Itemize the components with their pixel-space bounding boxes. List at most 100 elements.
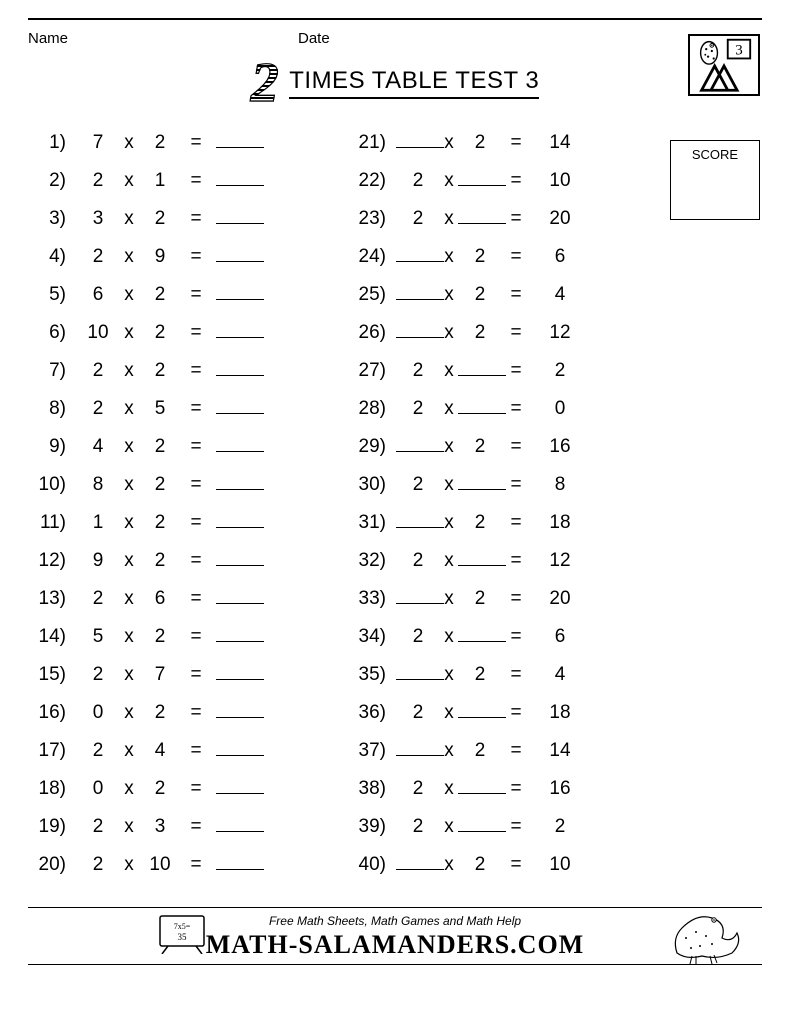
blank[interactable] [458, 395, 506, 414]
multiply-symbol: x [440, 626, 458, 648]
blank[interactable] [216, 319, 264, 338]
blank[interactable] [216, 167, 264, 186]
blank[interactable] [396, 129, 444, 148]
blank[interactable] [216, 661, 264, 680]
blank[interactable] [396, 737, 444, 756]
multiply-symbol: x [440, 322, 458, 344]
blank[interactable] [458, 471, 506, 490]
equals-symbol: = [182, 132, 210, 154]
result [210, 737, 270, 762]
blank[interactable] [216, 547, 264, 566]
blank[interactable] [396, 319, 444, 338]
problem-row: 20)2x10= [36, 851, 316, 889]
blank[interactable] [396, 281, 444, 300]
operand-b [458, 547, 502, 572]
problem-number: 35) [356, 664, 396, 686]
problem-row: 27)2x=2 [356, 357, 636, 395]
multiply-symbol: x [440, 854, 458, 876]
multiply-symbol: x [440, 740, 458, 762]
blank[interactable] [216, 623, 264, 642]
result [210, 547, 270, 572]
blank[interactable] [216, 699, 264, 718]
operand-b [458, 699, 502, 724]
blank[interactable] [458, 775, 506, 794]
operand-a: 2 [76, 740, 120, 762]
blank[interactable] [396, 243, 444, 262]
multiply-symbol: x [120, 208, 138, 230]
equals-symbol: = [502, 170, 530, 192]
blank[interactable] [396, 433, 444, 452]
blank[interactable] [216, 509, 264, 528]
multiply-symbol: x [120, 778, 138, 800]
problem-number: 20) [36, 854, 76, 876]
operand-a: 6 [76, 284, 120, 306]
equals-symbol: = [182, 208, 210, 230]
multiply-symbol: x [440, 246, 458, 268]
equals-symbol: = [502, 474, 530, 496]
operand-b: 10 [138, 854, 182, 876]
operand-a: 2 [396, 702, 440, 724]
blank[interactable] [216, 813, 264, 832]
blank[interactable] [216, 243, 264, 262]
blank[interactable] [458, 699, 506, 718]
blank[interactable] [216, 357, 264, 376]
problem-row: 9)4x2= [36, 433, 316, 471]
blank[interactable] [458, 357, 506, 376]
equals-symbol: = [182, 398, 210, 420]
blank[interactable] [216, 851, 264, 870]
result: 6 [530, 626, 590, 648]
operand-a: 2 [76, 170, 120, 192]
blank[interactable] [396, 661, 444, 680]
blank[interactable] [216, 471, 264, 490]
problem-number: 9) [36, 436, 76, 458]
operand-b: 2 [458, 246, 502, 268]
operand-b: 7 [138, 664, 182, 686]
operand-a [396, 243, 440, 268]
problem-number: 22) [356, 170, 396, 192]
blank[interactable] [396, 509, 444, 528]
blank[interactable] [216, 737, 264, 756]
operand-a [396, 851, 440, 876]
problem-number: 4) [36, 246, 76, 268]
blank[interactable] [216, 775, 264, 794]
equals-symbol: = [502, 436, 530, 458]
blank[interactable] [458, 205, 506, 224]
svg-text:35: 35 [178, 932, 188, 942]
problem-row: 16)0x2= [36, 699, 316, 737]
equals-symbol: = [502, 322, 530, 344]
problem-row: 1)7x2= [36, 129, 316, 167]
blank[interactable] [216, 585, 264, 604]
multiply-symbol: x [120, 474, 138, 496]
problem-number: 34) [356, 626, 396, 648]
blank[interactable] [216, 205, 264, 224]
problem-number: 18) [36, 778, 76, 800]
result: 16 [530, 778, 590, 800]
operand-a: 2 [396, 360, 440, 382]
equals-symbol: = [502, 626, 530, 648]
blank[interactable] [458, 547, 506, 566]
result [210, 129, 270, 154]
operand-a: 5 [76, 626, 120, 648]
operand-a: 3 [76, 208, 120, 230]
blank[interactable] [458, 623, 506, 642]
blank[interactable] [216, 433, 264, 452]
operand-a: 2 [76, 816, 120, 838]
operand-b: 2 [138, 474, 182, 496]
blank[interactable] [458, 813, 506, 832]
blank[interactable] [216, 395, 264, 414]
problem-row: 8)2x5= [36, 395, 316, 433]
blank[interactable] [458, 167, 506, 186]
problem-number: 37) [356, 740, 396, 762]
operand-b: 9 [138, 246, 182, 268]
problem-row: 10)8x2= [36, 471, 316, 509]
problem-row: 17)2x4= [36, 737, 316, 775]
result [210, 319, 270, 344]
equals-symbol: = [182, 512, 210, 534]
blank[interactable] [216, 281, 264, 300]
operand-b: 2 [138, 132, 182, 154]
blank[interactable] [396, 851, 444, 870]
operand-a: 2 [396, 816, 440, 838]
blank[interactable] [396, 585, 444, 604]
blank[interactable] [216, 129, 264, 148]
operand-b: 2 [138, 208, 182, 230]
